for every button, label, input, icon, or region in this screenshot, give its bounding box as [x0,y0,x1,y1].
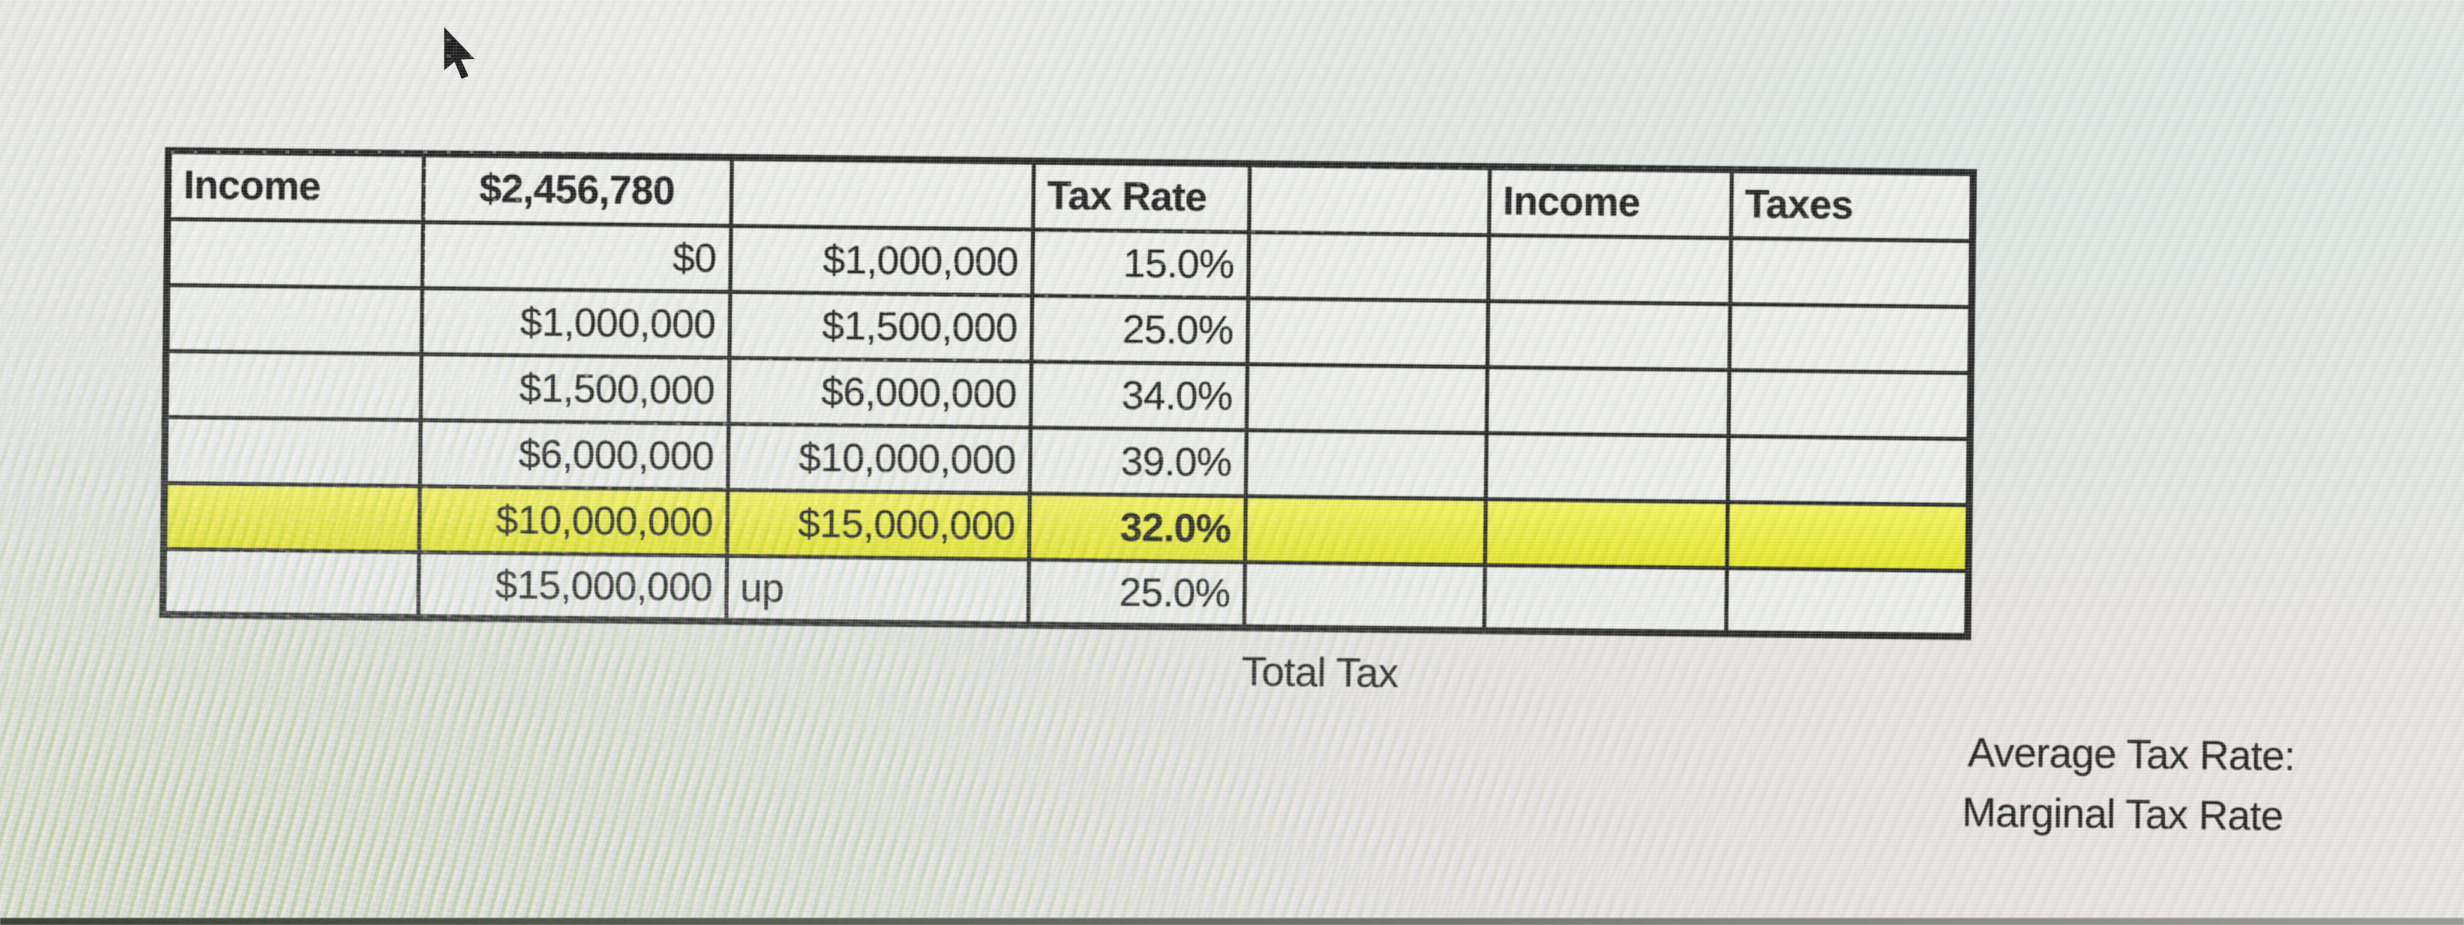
bracket-upper-cell[interactable]: $1,000,000 [729,225,1033,296]
tax-bracket-table: Income $2,456,780 Tax Rate Income Taxes … [159,147,1977,641]
row-label-cell[interactable] [166,218,423,288]
row-label-cell[interactable] [162,548,419,618]
income-amount-cell[interactable]: $2,456,780 [422,153,732,226]
spacer-cell[interactable] [1248,163,1490,235]
total-tax-label[interactable]: Total Tax [1241,648,1399,697]
tax-rate-cell[interactable]: 25.0% [1030,295,1248,364]
bracket-lower-cell[interactable]: $0 [421,221,731,292]
mouse-arrow-cursor-icon [440,24,478,87]
tax-rate-cell[interactable]: 32.0% [1028,493,1246,562]
result-income-header-cell[interactable]: Income [1488,166,1732,238]
spacer-cell[interactable] [1246,297,1488,367]
row-label-cell[interactable] [166,284,422,354]
row-label-cell[interactable] [164,416,421,486]
bracket-upper-cell[interactable]: $15,000,000 [726,489,1030,560]
screen-bottom-bezel-edge [0,918,2464,925]
result-income-cell[interactable] [1487,234,1731,304]
spacer-cell[interactable] [1244,495,1486,565]
income-header-cell[interactable]: Income [167,150,424,222]
result-taxes-cell[interactable] [1729,237,1973,307]
bracket-lower-cell[interactable]: $10,000,000 [418,485,728,556]
result-income-cell[interactable] [1485,432,1729,502]
result-taxes-cell[interactable] [1728,303,1972,373]
row-label-cell[interactable] [165,350,421,420]
result-income-cell[interactable] [1484,498,1728,568]
bracket-lower-cell[interactable]: $1,500,000 [420,353,729,424]
tax-rate-header-cell[interactable]: Tax Rate [1032,161,1250,232]
tax-rate-cell[interactable]: 39.0% [1029,427,1247,496]
bracket-lower-cell[interactable]: $1,000,000 [420,287,730,358]
spacer-cell[interactable] [1246,363,1487,433]
result-taxes-cell[interactable] [1728,369,1971,439]
bracket-lower-cell[interactable]: $15,000,000 [417,551,727,622]
bracket-upper-cell[interactable]: $1,500,000 [728,291,1032,362]
result-income-cell[interactable] [1486,300,1730,370]
bracket-upper-cell[interactable]: $6,000,000 [728,357,1031,428]
bracket-upper-cell[interactable]: up [725,555,1029,626]
result-income-cell[interactable] [1483,564,1727,634]
bracket-lower-cell[interactable]: $6,000,000 [419,419,729,490]
average-tax-rate-label[interactable]: Average Tax Rate: [1967,729,2296,780]
spacer-cell[interactable] [1245,429,1487,499]
tax-rate-cell[interactable]: 15.0% [1031,229,1249,298]
tax-rate-cell[interactable]: 34.0% [1030,361,1247,430]
result-taxes-cell[interactable] [1725,567,1969,637]
result-income-cell[interactable] [1486,366,1729,436]
tax-rate-cell[interactable]: 25.0% [1027,559,1245,628]
result-taxes-header-cell[interactable]: Taxes [1730,169,1974,241]
bracket-upper-cell[interactable]: $10,000,000 [727,423,1031,494]
spacer-cell[interactable] [1243,561,1485,631]
blank-cell[interactable] [730,157,1034,230]
marginal-tax-rate-label[interactable]: Marginal Tax Rate [1961,789,2284,839]
spacer-cell[interactable] [1247,231,1489,301]
result-taxes-cell[interactable] [1726,501,1970,571]
worksheet-area: Income $2,456,780 Tax Rate Income Taxes … [159,147,2295,839]
row-label-cell[interactable] [163,482,420,552]
result-taxes-cell[interactable] [1727,435,1971,505]
